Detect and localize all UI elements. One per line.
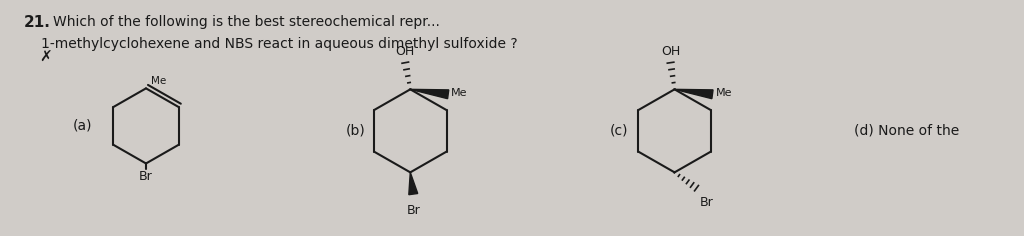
- Text: Me: Me: [716, 88, 732, 98]
- Text: Me: Me: [452, 88, 468, 98]
- Text: Br: Br: [407, 204, 420, 217]
- Polygon shape: [675, 89, 713, 99]
- Polygon shape: [411, 89, 449, 99]
- Text: Which of the following is the best stereochemical repr...: Which of the following is the best stere…: [53, 15, 440, 29]
- Text: 21.: 21.: [24, 15, 50, 30]
- Text: (c): (c): [609, 124, 629, 138]
- Text: (d) None of the: (d) None of the: [854, 124, 959, 138]
- Text: Br: Br: [139, 170, 153, 183]
- Text: 1-methylcyclohexene and NBS react in aqueous dimethyl sulfoxide ?: 1-methylcyclohexene and NBS react in aqu…: [41, 37, 518, 51]
- Text: OH: OH: [660, 45, 680, 58]
- Text: ✗: ✗: [39, 50, 52, 65]
- Text: (b): (b): [345, 124, 366, 138]
- Text: (a): (a): [73, 119, 93, 133]
- Polygon shape: [409, 172, 418, 195]
- Text: Br: Br: [699, 196, 714, 209]
- Text: Me: Me: [151, 76, 166, 86]
- Text: OH: OH: [395, 45, 415, 58]
